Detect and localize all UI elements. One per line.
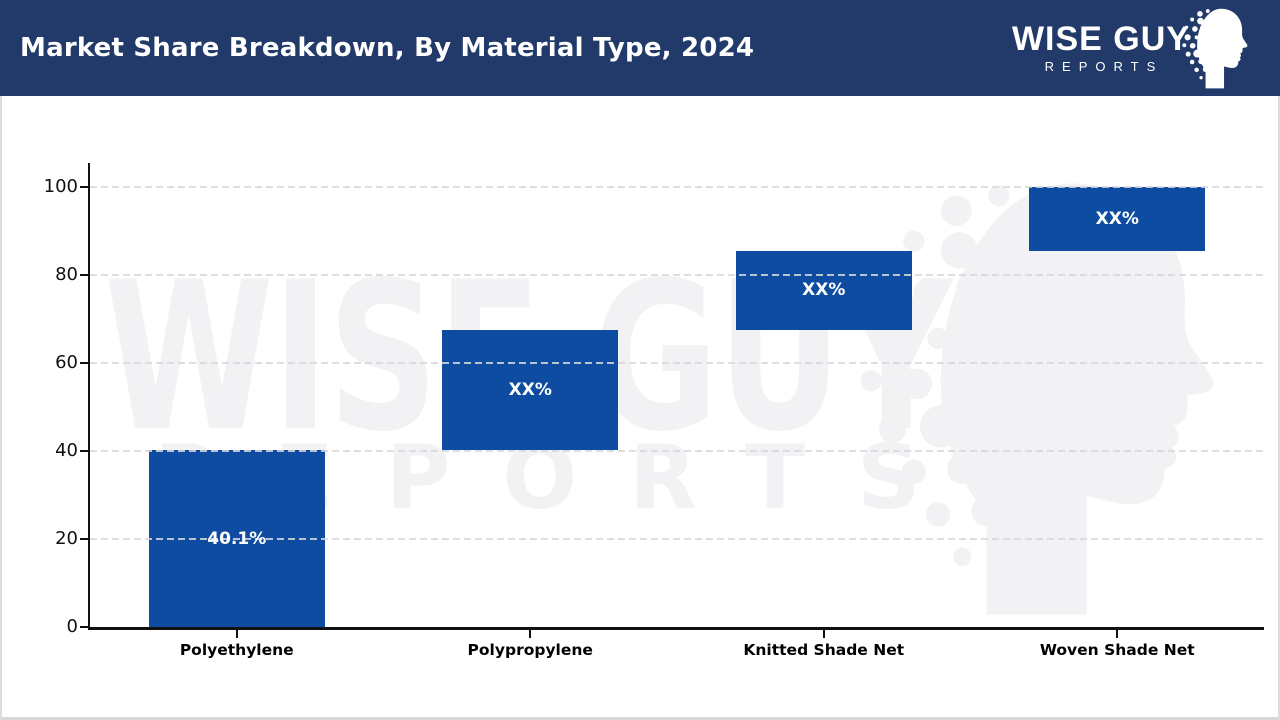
x-tick-mark	[529, 630, 532, 638]
y-tick-label: 80	[55, 263, 78, 285]
y-tick-label: 0	[66, 616, 78, 637]
y-tick-mark	[80, 537, 89, 540]
y-tick-mark	[80, 626, 89, 628]
x-category-label: Knitted Shade Net	[743, 641, 905, 659]
brand-logo: WISE GUY REPORTS	[1012, 6, 1262, 90]
y-tick-mark	[80, 361, 89, 364]
x-tick-mark	[822, 630, 825, 638]
bar-value-label: XX%	[1095, 208, 1139, 229]
y-tick-mark	[80, 273, 89, 276]
chart-area: WISE GUY REPORTS 40.1% XX% XX% XX% 0 20 40 60 8…	[0, 96, 1280, 720]
gridline-20	[90, 537, 1264, 540]
y-tick-label: 100	[43, 175, 78, 197]
gridline-60	[90, 361, 1264, 364]
y-tick-label: 20	[55, 527, 78, 549]
bar-woven-shade-net	[1029, 186, 1206, 251]
y-tick-label: 60	[55, 351, 78, 373]
bar-value-label: XX%	[802, 280, 846, 301]
bar-polypropylene	[442, 329, 619, 451]
header: Market Share Breakdown, By Material Type…	[0, 0, 1280, 96]
brand-text: WISE GUY REPORTS	[1012, 22, 1190, 74]
y-axis-line	[88, 163, 90, 630]
page-title: Market Share Breakdown, By Material Type…	[20, 33, 755, 63]
x-category-label: Polypropylene	[467, 641, 593, 659]
x-category-label: Polyethylene	[179, 641, 294, 659]
gridline-40	[90, 449, 1264, 452]
x-axis-line	[88, 627, 1264, 630]
gridline-100	[90, 185, 1264, 188]
bar-knitted-shade-net	[735, 250, 912, 330]
y-tick-mark	[80, 449, 89, 452]
y-tick-mark	[80, 185, 89, 188]
y-tick-label: 40	[55, 439, 78, 461]
bar-value-label: XX%	[508, 380, 552, 400]
brand-name: WISE GUY	[1011, 20, 1190, 58]
gridline-80	[90, 273, 1264, 276]
plot-area: 40.1% XX% XX% XX%	[90, 163, 1264, 627]
brand-subtitle: REPORTS	[1044, 59, 1164, 74]
x-tick-mark	[235, 630, 238, 638]
x-tick-mark	[1116, 630, 1119, 638]
x-category-label: Woven Shade Net	[1039, 641, 1195, 659]
bar-value-label: 40.1%	[207, 528, 267, 549]
